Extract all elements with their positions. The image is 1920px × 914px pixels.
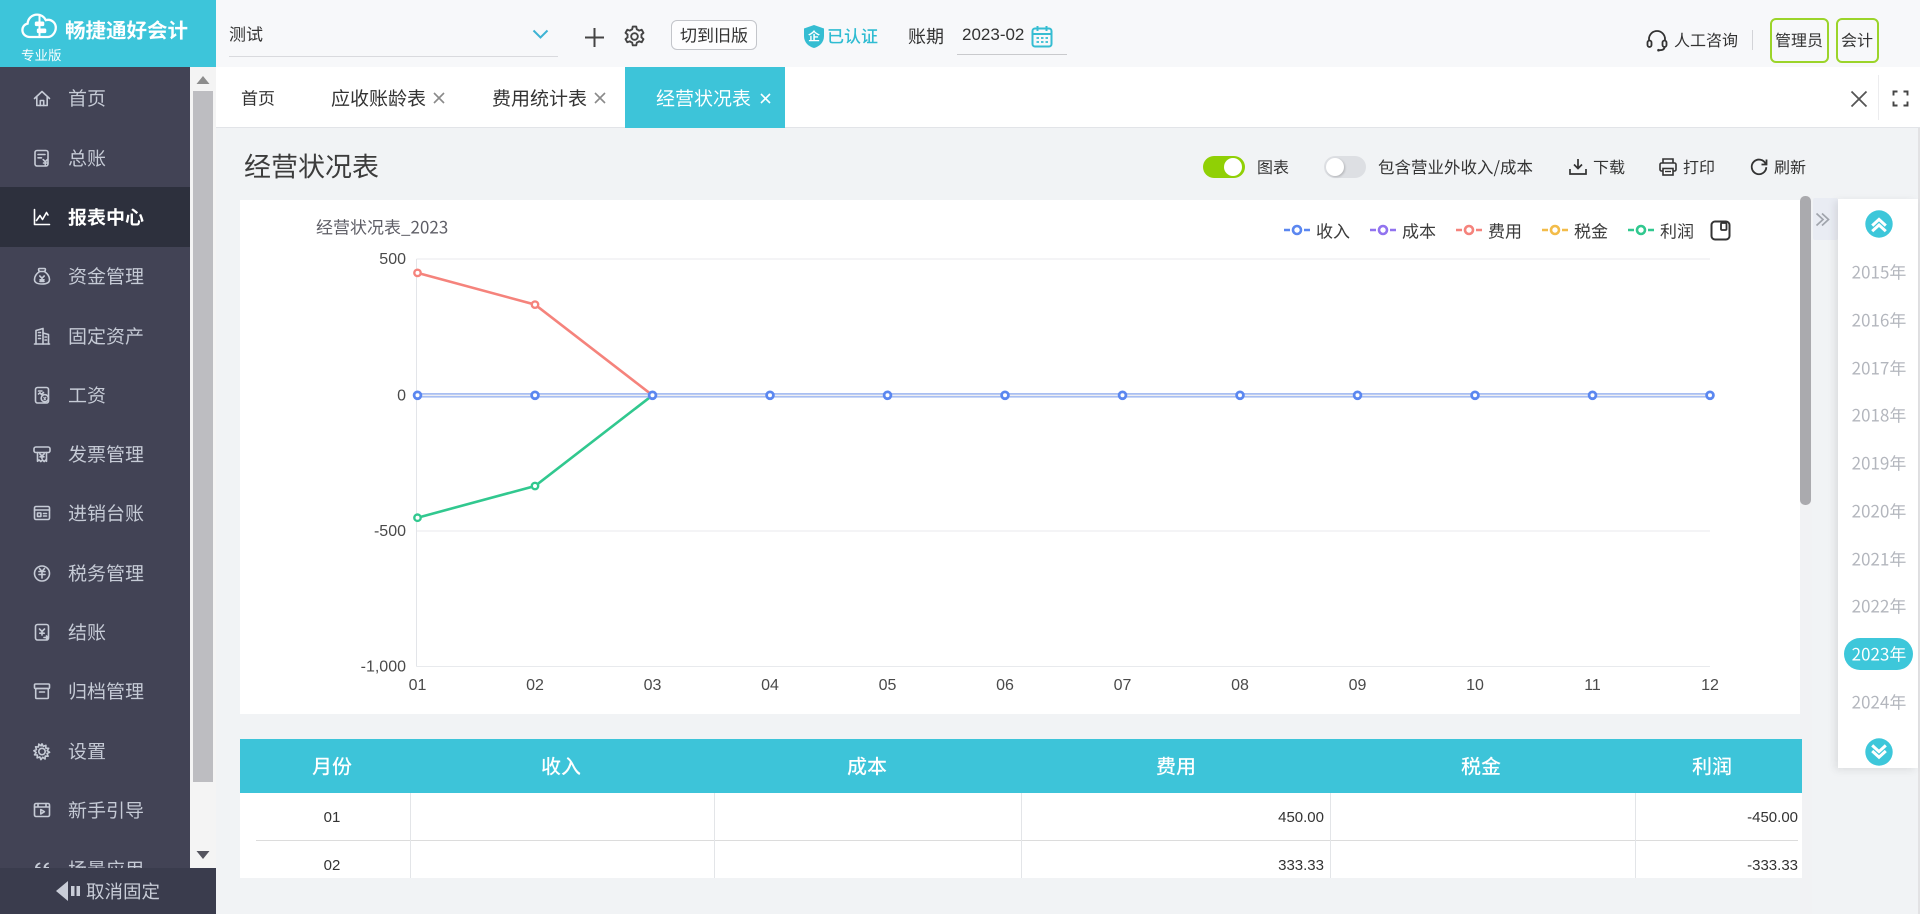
svg-text:09: 09 bbox=[1349, 677, 1367, 694]
svg-text:04: 04 bbox=[761, 677, 779, 694]
svg-text:-500: -500 bbox=[374, 523, 406, 540]
svg-text:0: 0 bbox=[397, 387, 406, 404]
svg-text:07: 07 bbox=[1114, 677, 1132, 694]
svg-text:02: 02 bbox=[526, 677, 544, 694]
svg-text:06: 06 bbox=[996, 677, 1014, 694]
svg-text:03: 03 bbox=[644, 677, 662, 694]
svg-text:12: 12 bbox=[1701, 677, 1719, 694]
svg-text:11: 11 bbox=[1584, 677, 1601, 694]
svg-text:-1,000: -1,000 bbox=[361, 659, 406, 676]
svg-text:10: 10 bbox=[1466, 677, 1484, 694]
svg-text:05: 05 bbox=[879, 677, 897, 694]
svg-text:500: 500 bbox=[379, 251, 406, 268]
svg-text:08: 08 bbox=[1231, 677, 1249, 694]
svg-text:01: 01 bbox=[409, 677, 427, 694]
